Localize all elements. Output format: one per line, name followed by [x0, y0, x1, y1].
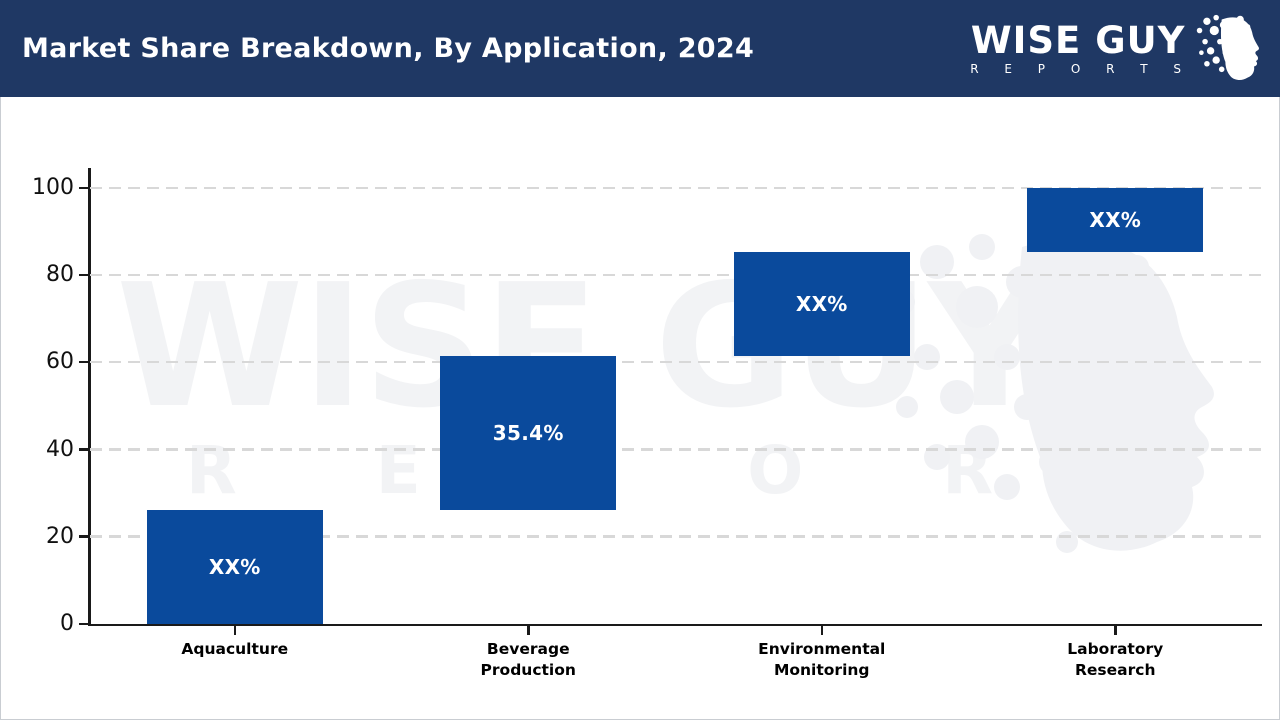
y-axis-tick: [79, 622, 88, 625]
x-axis-tick: [233, 626, 237, 635]
bar-segment: XX%: [146, 510, 323, 624]
bar-segment: XX%: [733, 252, 910, 356]
bar-value-label: 35.4%: [492, 421, 564, 446]
brand-logo-line1: WISE GUY: [970, 18, 1186, 62]
y-axis-line: [88, 168, 91, 626]
grid-line: [90, 448, 1264, 451]
x-category-label: Beverage Production: [480, 640, 576, 680]
x-category-label: Environmental Monitoring: [758, 640, 886, 680]
brand-logo-head-icon: [1196, 14, 1259, 80]
brand-logo-text: WISE GUY R E P O R T S: [964, 22, 1192, 76]
y-axis-tick: [79, 273, 88, 277]
grid-line: [90, 360, 1264, 364]
grid-line: [90, 186, 1264, 189]
bar-value-label: XX%: [795, 291, 848, 316]
bar-segment: 35.4%: [440, 355, 617, 511]
y-axis-tick: [79, 360, 88, 364]
y-tick-label: 60: [46, 349, 74, 375]
y-tick-label: 40: [46, 436, 74, 462]
bar-value-label: XX%: [1089, 208, 1142, 233]
page-title: Market Share Breakdown, By Application, …: [22, 33, 755, 64]
y-tick-label: 80: [46, 262, 74, 288]
y-tick-label: 20: [46, 523, 74, 549]
y-tick-label: 100: [32, 175, 74, 200]
x-axis-tick: [820, 626, 824, 635]
y-tick-label: 0: [60, 611, 74, 636]
brand-logo-line2: R E P O R T S: [970, 61, 1192, 76]
y-axis-tick: [79, 535, 88, 538]
x-category-label: Aquaculture: [181, 640, 289, 658]
grid-line: [90, 535, 1264, 538]
y-axis-tick: [79, 186, 88, 189]
x-axis-tick: [527, 626, 530, 635]
x-axis-line: [88, 623, 1262, 626]
grid-line: [90, 273, 1264, 277]
bar-value-label: XX%: [208, 555, 261, 580]
bar-segment: XX%: [1027, 188, 1204, 253]
x-category-label: Laboratory Research: [1067, 640, 1164, 680]
plot-area: 0 20 40 60 80 100 XX% Aquaculture 35.4% Beverage P…: [32, 168, 1264, 679]
brand-logo: WISE GUY R E P O R T S: [964, 10, 1280, 88]
header-bar: Market Share Breakdown, By Application, …: [0, 0, 1280, 97]
x-axis-tick: [1114, 626, 1117, 635]
y-axis-tick: [79, 448, 88, 451]
